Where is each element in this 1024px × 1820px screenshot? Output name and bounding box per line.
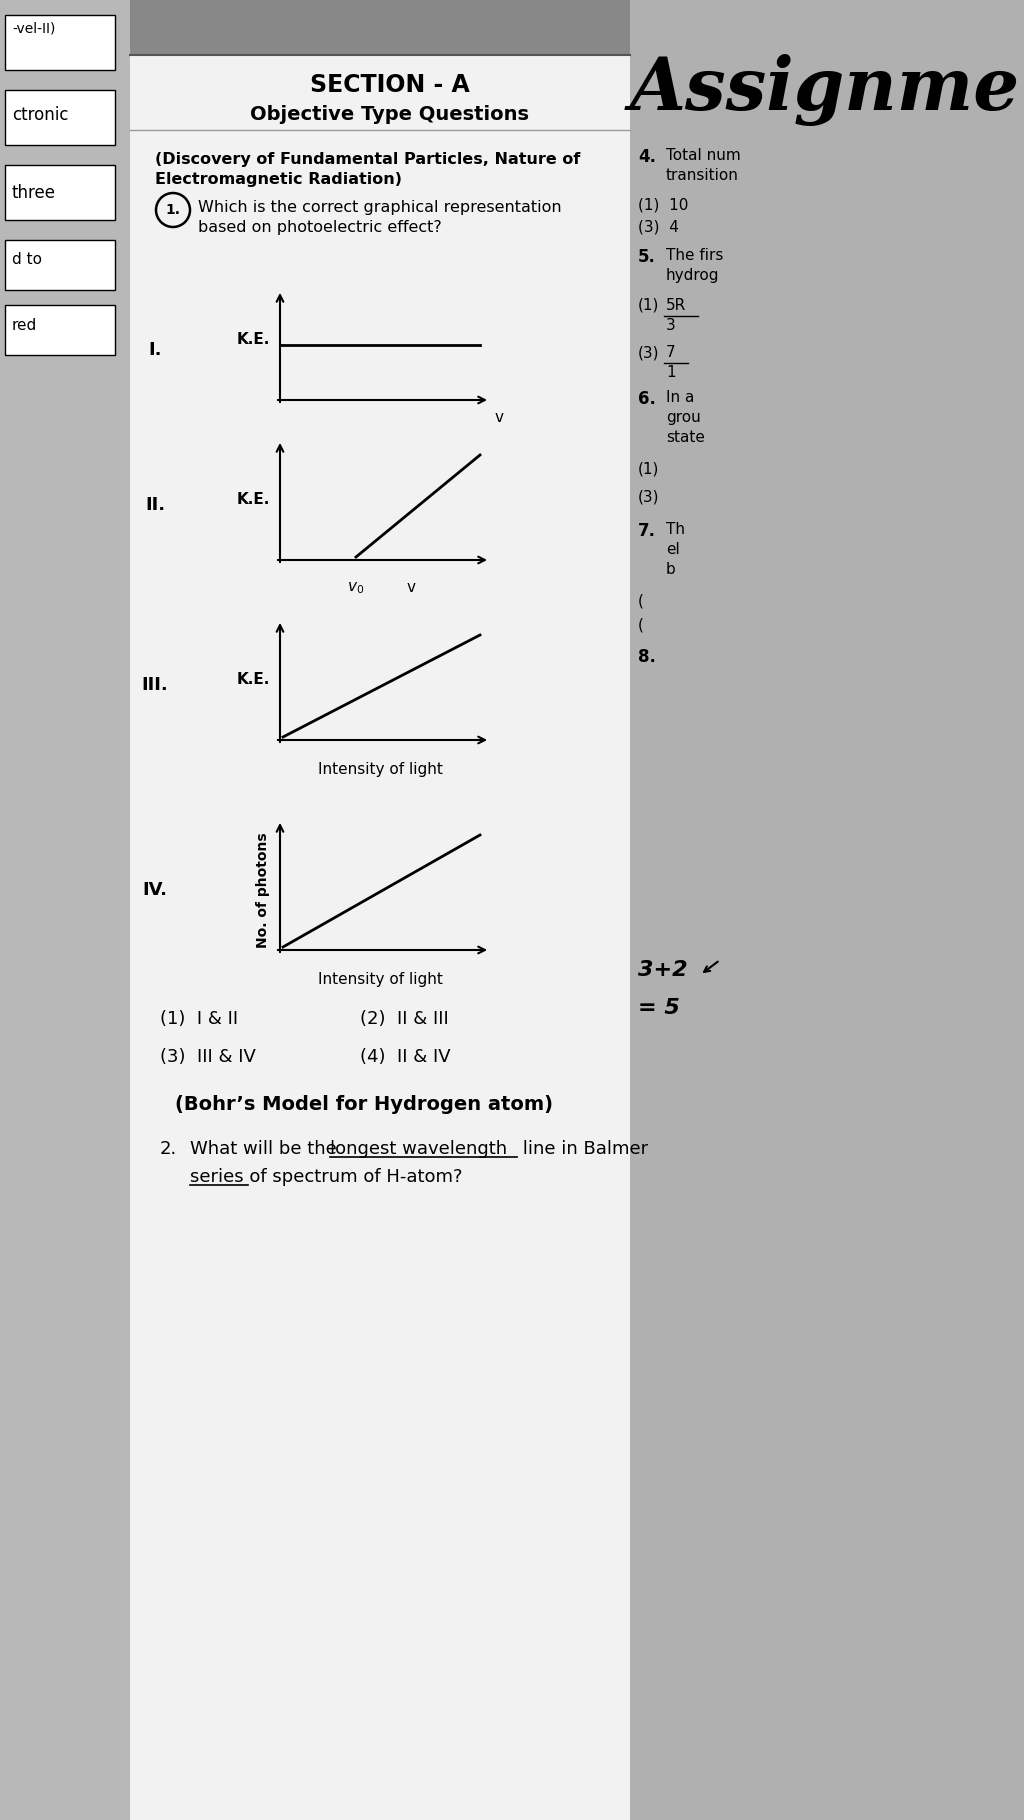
Text: What will be the: What will be the xyxy=(190,1139,342,1158)
Text: 7: 7 xyxy=(666,346,676,360)
Text: = 5: = 5 xyxy=(638,997,680,1017)
Text: -vel-II): -vel-II) xyxy=(12,22,55,35)
Text: 2.: 2. xyxy=(160,1139,177,1158)
Text: 1.: 1. xyxy=(166,204,180,217)
Text: (1)  10: (1) 10 xyxy=(638,198,688,213)
Text: 6.: 6. xyxy=(638,389,656,408)
Text: IV.: IV. xyxy=(142,881,168,899)
Text: (Bohr’s Model for Hydrogen atom): (Bohr’s Model for Hydrogen atom) xyxy=(175,1096,553,1114)
Bar xyxy=(630,0,1024,1820)
Text: K.E.: K.E. xyxy=(237,672,270,686)
Text: $v_0$: $v_0$ xyxy=(347,581,365,595)
Text: (3): (3) xyxy=(638,346,659,360)
Text: (4)  II & IV: (4) II & IV xyxy=(360,1048,451,1067)
Text: el: el xyxy=(666,542,680,557)
Text: 7.: 7. xyxy=(638,522,656,541)
Text: v: v xyxy=(495,411,504,426)
Bar xyxy=(130,0,630,55)
Text: No. of photons: No. of photons xyxy=(256,832,270,948)
Text: 3+2: 3+2 xyxy=(638,959,688,979)
Text: The firs: The firs xyxy=(666,248,723,264)
Text: 1: 1 xyxy=(666,366,676,380)
Text: Total num: Total num xyxy=(666,147,740,164)
Bar xyxy=(5,240,115,289)
Bar xyxy=(5,15,115,69)
Text: hydrog: hydrog xyxy=(666,268,720,282)
Text: three: three xyxy=(12,184,56,202)
Text: (2)  II & III: (2) II & III xyxy=(360,1010,449,1028)
Text: line in Balmer: line in Balmer xyxy=(517,1139,648,1158)
Text: III.: III. xyxy=(141,675,168,693)
Text: (3)  III & IV: (3) III & IV xyxy=(160,1048,256,1067)
Text: (3): (3) xyxy=(638,490,659,504)
Text: 5.: 5. xyxy=(638,248,656,266)
Text: state: state xyxy=(666,430,705,446)
Text: (: ( xyxy=(638,593,644,608)
Text: Which is the correct graphical representation: Which is the correct graphical represent… xyxy=(198,200,561,215)
Text: (1): (1) xyxy=(638,462,659,477)
Text: (3)  4: (3) 4 xyxy=(638,220,679,235)
Text: Assignme: Assignme xyxy=(630,55,1020,126)
Text: b: b xyxy=(666,562,676,577)
Bar xyxy=(5,306,115,355)
Text: based on photoelectric effect?: based on photoelectric effect? xyxy=(198,220,441,235)
Text: grou: grou xyxy=(666,410,700,426)
Text: Intensity of light: Intensity of light xyxy=(317,972,442,986)
Text: 3: 3 xyxy=(666,318,676,333)
Bar xyxy=(5,166,115,220)
Text: (: ( xyxy=(638,619,644,633)
Bar xyxy=(0,0,130,1820)
Text: 8.: 8. xyxy=(638,648,656,666)
Text: Intensity of light: Intensity of light xyxy=(317,763,442,777)
Text: 5R: 5R xyxy=(666,298,686,313)
Text: red: red xyxy=(12,317,37,333)
Text: longest wavelength: longest wavelength xyxy=(330,1139,507,1158)
Text: Objective Type Questions: Objective Type Questions xyxy=(251,106,529,124)
Text: K.E.: K.E. xyxy=(237,333,270,348)
Text: d to: d to xyxy=(12,253,42,268)
Text: (1): (1) xyxy=(638,298,659,313)
Text: I.: I. xyxy=(148,340,162,359)
Bar xyxy=(130,0,630,1820)
Text: II.: II. xyxy=(145,497,165,513)
Text: v: v xyxy=(407,581,416,595)
Text: (Discovery of Fundamental Particles, Nature of: (Discovery of Fundamental Particles, Nat… xyxy=(155,153,581,167)
Text: series of spectrum of H-atom?: series of spectrum of H-atom? xyxy=(190,1168,463,1187)
Text: In a: In a xyxy=(666,389,694,406)
Text: SECTION - A: SECTION - A xyxy=(310,73,470,96)
Text: transition: transition xyxy=(666,167,739,184)
Text: ctronic: ctronic xyxy=(12,106,69,124)
Text: Th: Th xyxy=(666,522,685,537)
Text: K.E.: K.E. xyxy=(237,491,270,508)
Text: 4.: 4. xyxy=(638,147,656,166)
Text: (1)  I & II: (1) I & II xyxy=(160,1010,239,1028)
Bar xyxy=(5,89,115,146)
Text: Electromagnetic Radiation): Electromagnetic Radiation) xyxy=(155,173,402,187)
